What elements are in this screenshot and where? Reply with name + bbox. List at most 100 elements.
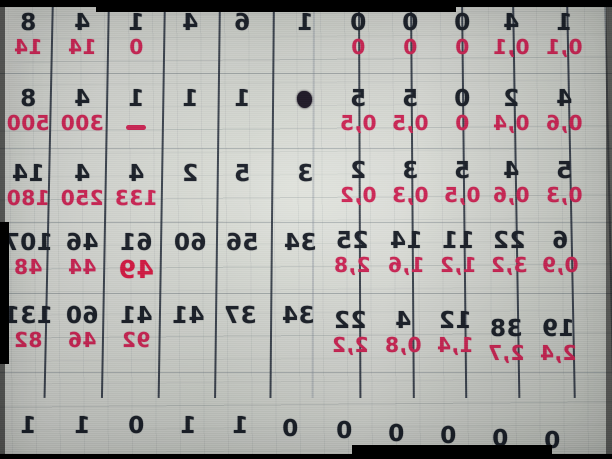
cell-value-black: 4 <box>73 86 91 112</box>
cell-value-black: 4 <box>502 10 520 36</box>
table-rule <box>0 222 612 223</box>
cell-value-black: 6 <box>233 10 251 36</box>
table-cell: 46 44 <box>54 230 110 279</box>
table-cell: 6 <box>214 10 270 37</box>
cell-value-black: 46 <box>65 230 99 256</box>
table-cell: 5 0,5 <box>330 86 386 135</box>
cell-value-black: 14 <box>389 228 423 254</box>
cell-value-black: 3 <box>401 158 419 184</box>
cell-value-black: 0 <box>349 10 367 36</box>
table-cell: 34 <box>272 230 328 257</box>
table-cell: 4 0,8 <box>375 308 431 357</box>
table-cell: 19 2,4 <box>530 316 586 365</box>
table-cell: 4 0,1 <box>483 10 539 59</box>
cell-value-black: 19 <box>541 316 575 342</box>
cell-value-red: 0 <box>454 35 470 59</box>
cell-value-black: 6 <box>551 228 569 254</box>
cell-value-red: 0,3 <box>545 183 583 207</box>
cell-value-black: 0 <box>387 421 405 447</box>
cell-value-red: 0,3 <box>391 183 429 207</box>
table-cell: 41 92 <box>108 303 164 352</box>
table-cell: 3 0,3 <box>382 158 438 207</box>
cell-value-black: 60 <box>65 303 99 329</box>
cell-value-red: 92 <box>121 328 151 352</box>
cell-value-black: 4 <box>502 158 520 184</box>
cell-value-black: 1 <box>19 413 37 439</box>
table-cell: 1 <box>0 413 56 439</box>
cell-value-black: 25 <box>335 228 369 254</box>
table-cell: 1 <box>108 86 164 133</box>
table-cell: 2 0,4 <box>483 86 539 135</box>
cell-value-red: 2,8 <box>333 253 371 277</box>
table-cell: 22 3,2 <box>481 228 537 277</box>
cell-value-red: 0,5 <box>391 111 429 135</box>
table-cell: 1 <box>214 86 270 113</box>
cell-value-red: 0,1 <box>492 35 530 59</box>
table-rule <box>0 372 612 373</box>
table-cell: 5 <box>214 161 270 188</box>
table-cell: 4 250 <box>54 161 110 210</box>
cell-value-black: 1 <box>127 86 145 112</box>
cell-value-black: 2 <box>349 158 367 184</box>
table-cell: 56 <box>214 230 270 257</box>
cell-value-black: 1 <box>127 10 145 36</box>
cell-value-black: 56 <box>225 230 259 256</box>
cell-value-black: 8 <box>19 10 37 36</box>
cell-value-black: 11 <box>441 228 475 254</box>
photo-edge-right <box>606 0 612 459</box>
cell-value-black: 0 <box>281 416 299 442</box>
table-cell: 1 <box>212 413 268 439</box>
cell-value-black: 1 <box>296 10 314 36</box>
cell-value-black: 2 <box>502 86 520 112</box>
cell-value-red: 0,6 <box>492 183 530 207</box>
table-cell: 5 0,5 <box>434 158 490 207</box>
cell-value-black: 1 <box>179 413 197 439</box>
cell-value-red: 250 <box>60 186 104 210</box>
cell-value-red: 0,9 <box>541 253 579 277</box>
dash-mark <box>126 125 146 130</box>
cell-value-red: 2,2 <box>331 333 369 357</box>
cell-value-black: 1 <box>73 413 91 439</box>
cell-value-black: 34 <box>283 230 317 256</box>
cell-value-red <box>108 113 164 133</box>
cell-value-red: 1,4 <box>436 333 474 357</box>
table-rule <box>0 148 612 149</box>
cell-value-black: 22 <box>333 308 367 334</box>
cell-value-black: 8 <box>19 86 37 112</box>
cell-value-red: 0,5 <box>339 111 377 135</box>
photo-edge-highlight <box>0 0 30 120</box>
cell-value-black: 5 <box>349 86 367 112</box>
cell-value-red: 300 <box>60 111 104 135</box>
table-cell: 60 <box>162 230 218 257</box>
table-cell: 8 500 <box>0 86 56 135</box>
cell-value-red: 0,2 <box>339 183 377 207</box>
cell-value-red: 0 <box>350 35 366 59</box>
cell-value-black: 0 <box>401 10 419 36</box>
table-cell: 11 1,2 <box>430 228 486 277</box>
table-cell: 0 <box>108 413 164 439</box>
table-cell: 5 0,5 <box>382 86 438 135</box>
table-cell: 8 14 <box>0 10 56 59</box>
table-cell: 1 0,1 <box>536 10 592 59</box>
cell-value-black: 1 <box>231 413 249 439</box>
cell-value-black: 3 <box>296 161 314 187</box>
cell-value-black: 41 <box>119 303 153 329</box>
cell-value-black: 0 <box>453 10 471 36</box>
cell-value-black: 12 <box>438 308 472 334</box>
cell-value-black: 14 <box>11 161 45 187</box>
table-cell: 41 <box>160 303 216 330</box>
table-cell: 4 0,6 <box>536 86 592 135</box>
table-cell: 3 <box>277 161 333 188</box>
cell-value-red: 0 <box>128 35 144 59</box>
cell-value-black: 4 <box>73 161 91 187</box>
cell-value-black: 22 <box>492 228 526 254</box>
cell-value-red: 180 <box>6 186 50 210</box>
table-cell: 4 <box>162 10 218 37</box>
cell-value-red: 0 <box>402 35 418 59</box>
table-cell: 0 <box>368 421 424 447</box>
cell-value-black: 5 <box>401 86 419 112</box>
